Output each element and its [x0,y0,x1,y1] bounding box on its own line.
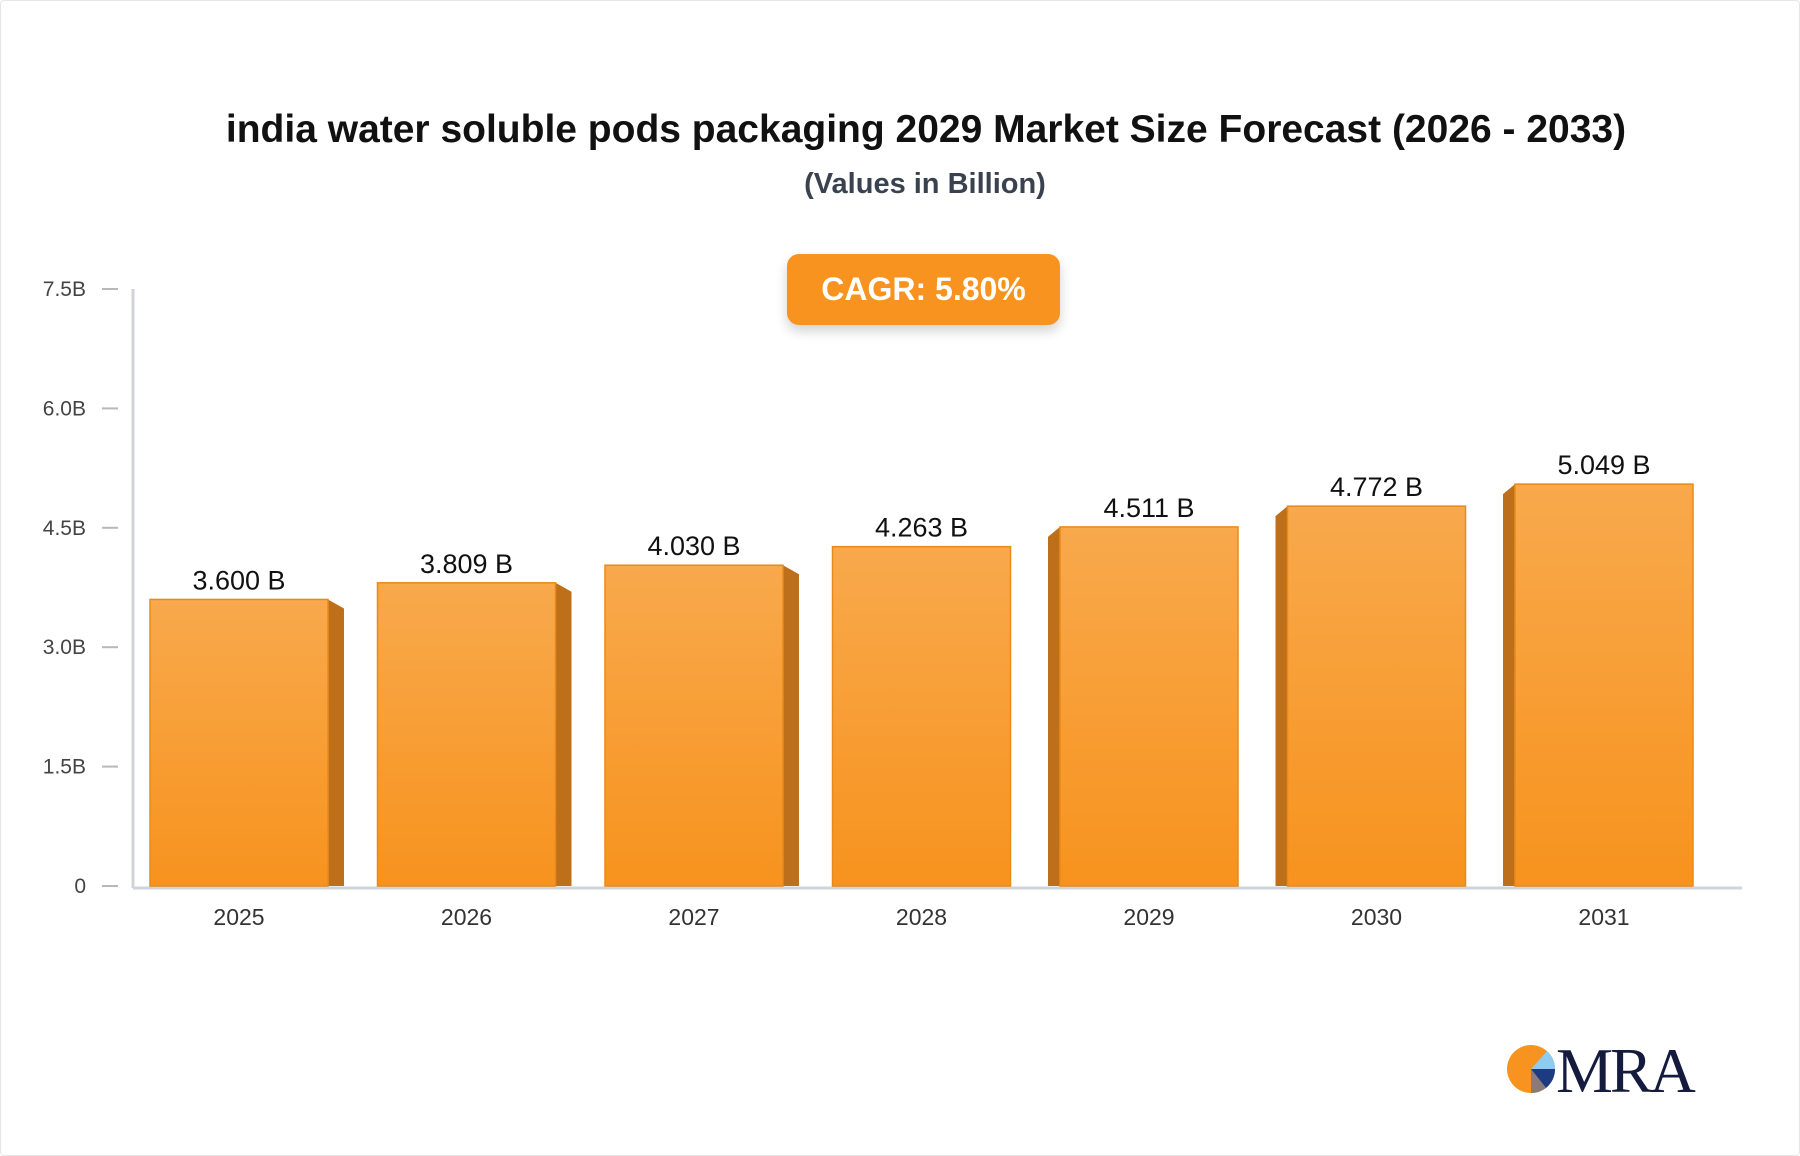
y-tick-label: 7.5B [43,278,86,301]
bar-side [783,565,799,886]
y-tick-label: 6.0B [43,397,86,420]
data-label: 4.263 B [875,513,968,543]
bar-side [328,599,344,886]
bar-2025 [149,598,329,887]
y-tick-label: 4.5B [43,517,86,540]
cagr-badge: CAGR: 5.80% [787,254,1060,325]
y-tick-label: 0 [74,875,86,898]
data-label: 5.049 B [1557,450,1650,480]
bar-side [1503,484,1515,886]
bar-side [1048,526,1060,886]
mra-logo: MRA [1504,1035,1704,1106]
x-tick-label: 2028 [896,904,947,930]
data-label: 4.030 B [647,531,740,561]
data-label: 3.600 B [192,565,285,595]
bar-2030 [1286,505,1467,887]
logo-text: MRA [1556,1035,1696,1106]
bar-2028 [831,545,1012,887]
y-tick-label: 1.5B [43,756,86,779]
data-label: 4.772 B [1330,472,1423,502]
x-tick-label: 2029 [1123,904,1174,930]
bar-2029 [1059,526,1239,887]
x-tick-label: 2027 [668,904,719,930]
chart-title: india water soluble pods packaging 2029 … [225,108,1627,151]
x-tick-label: 2025 [213,904,264,930]
x-tick-label: 2026 [441,904,492,930]
bar-2026 [376,582,557,887]
data-label: 4.511 B [1103,493,1194,523]
bar-2031 [1514,483,1694,887]
pie-logo-icon [1507,1045,1556,1094]
bar-side [1275,506,1288,886]
bar-side [555,582,572,886]
x-tick-label: 2030 [1351,904,1402,930]
y-tick-label: 3.0B [43,636,86,659]
x-tick-label: 2031 [1578,904,1629,930]
chart-subtitle: (Values in Billion) [804,168,1046,200]
bar-2027 [604,564,784,887]
data-label: 3.809 B [420,549,513,579]
